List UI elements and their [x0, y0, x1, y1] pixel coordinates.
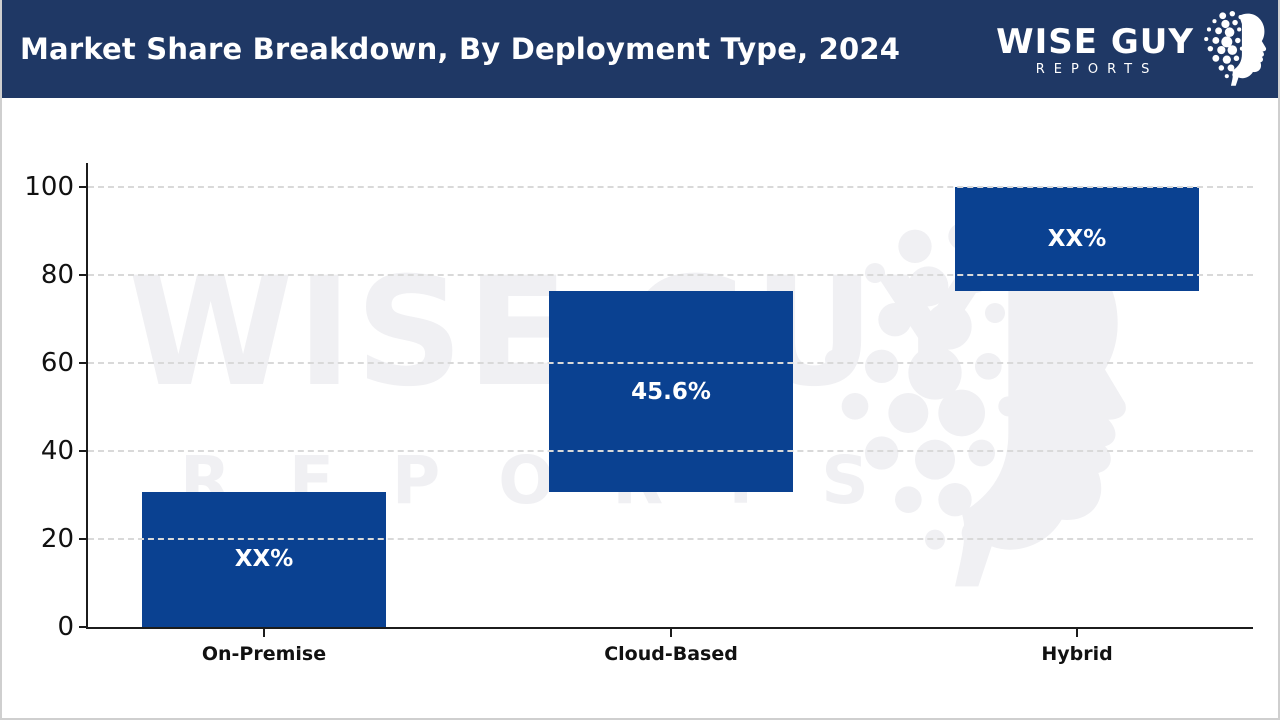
logo-text: WISE GUY REPORTS — [996, 25, 1194, 76]
logo-reports-label: REPORTS — [1035, 61, 1159, 77]
logo: WISE GUY REPORTS — [996, 6, 1268, 94]
bar — [955, 187, 1199, 292]
y-gridline — [88, 362, 1253, 364]
bar-value-label: XX% — [1047, 226, 1107, 253]
x-axis-spine — [86, 627, 1253, 629]
y-gridline — [88, 450, 1253, 452]
x-tick-label: Hybrid — [1041, 643, 1113, 665]
y-tick — [79, 362, 88, 364]
bars-layer — [0, 98, 1280, 720]
chart-title: Market Share Breakdown, By Deployment Ty… — [20, 32, 901, 66]
logo-wordmark: WISE GUY — [996, 21, 1194, 62]
y-tick — [79, 626, 88, 628]
bar — [549, 291, 793, 492]
y-tick-label: 0 — [57, 612, 74, 642]
y-tick — [79, 450, 88, 452]
bar-labels-layer: XX% 45.6% XX% — [0, 98, 1280, 720]
y-gridline — [88, 186, 1253, 188]
y-gridline — [88, 274, 1253, 276]
y-tick-label: 40 — [40, 436, 74, 466]
y-gridline — [88, 538, 1253, 540]
y-axis-spine — [86, 163, 88, 629]
header: Market Share Breakdown, By Deployment Ty… — [0, 0, 1280, 98]
y-tick — [79, 274, 88, 276]
watermark: WISE GUY REPORTS — [0, 98, 1280, 720]
y-tick-label: 100 — [24, 172, 74, 202]
x-tick — [670, 629, 672, 637]
x-tick — [1076, 629, 1078, 637]
bar-value-label: XX% — [234, 546, 294, 573]
y-tick-label: 80 — [40, 260, 74, 290]
logo-face-slot — [1198, 8, 1268, 92]
y-tick-label: 20 — [40, 524, 74, 554]
plot-area: WISE GUY REPORTS XX% 45.6% XX% 0 20 40 60 80 10… — [0, 98, 1280, 720]
y-tick — [79, 186, 88, 188]
axes-layer: 0 20 40 60 80 100 On-Premise Cloud-Based Hybrid — [0, 98, 1280, 720]
x-tick-label: On-Premise — [201, 643, 327, 665]
x-tick-label: Cloud-Based — [604, 643, 738, 665]
bar-value-label: 45.6% — [631, 378, 711, 405]
x-tick — [263, 629, 265, 637]
logo-face-icon — [1204, 10, 1267, 86]
y-tick-label: 60 — [40, 348, 74, 378]
y-tick — [79, 538, 88, 540]
bar — [142, 491, 386, 627]
gridlines-layer — [0, 98, 1280, 720]
